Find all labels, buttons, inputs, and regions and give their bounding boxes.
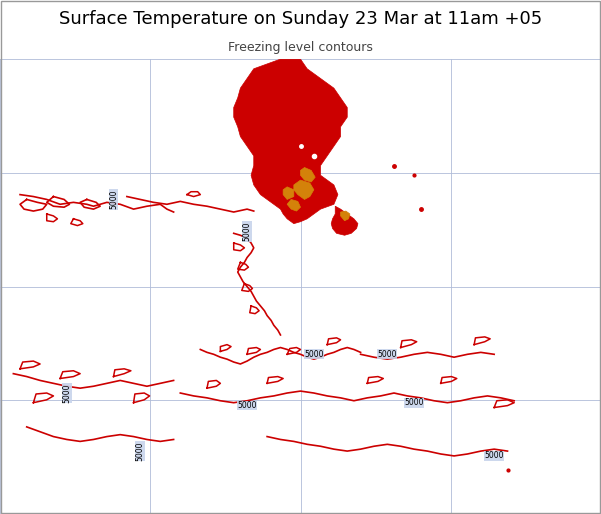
Polygon shape (294, 180, 314, 199)
Polygon shape (234, 59, 347, 224)
Text: 5000: 5000 (304, 350, 323, 359)
Polygon shape (300, 168, 315, 182)
Text: Freezing level contours: Freezing level contours (228, 41, 373, 54)
Polygon shape (287, 199, 300, 211)
Text: 5000: 5000 (237, 401, 257, 410)
Text: 5000: 5000 (377, 350, 397, 359)
Polygon shape (331, 206, 358, 235)
Polygon shape (283, 187, 294, 199)
Polygon shape (341, 211, 350, 221)
Text: 5000: 5000 (109, 190, 118, 209)
Text: Surface Temperature on Sunday 23 Mar at 11am +05: Surface Temperature on Sunday 23 Mar at … (59, 10, 542, 28)
Text: 5000: 5000 (136, 442, 145, 461)
Text: 5000: 5000 (243, 222, 252, 241)
Text: 5000: 5000 (484, 451, 504, 461)
Text: 5000: 5000 (63, 383, 72, 403)
Text: 5000: 5000 (404, 398, 424, 407)
